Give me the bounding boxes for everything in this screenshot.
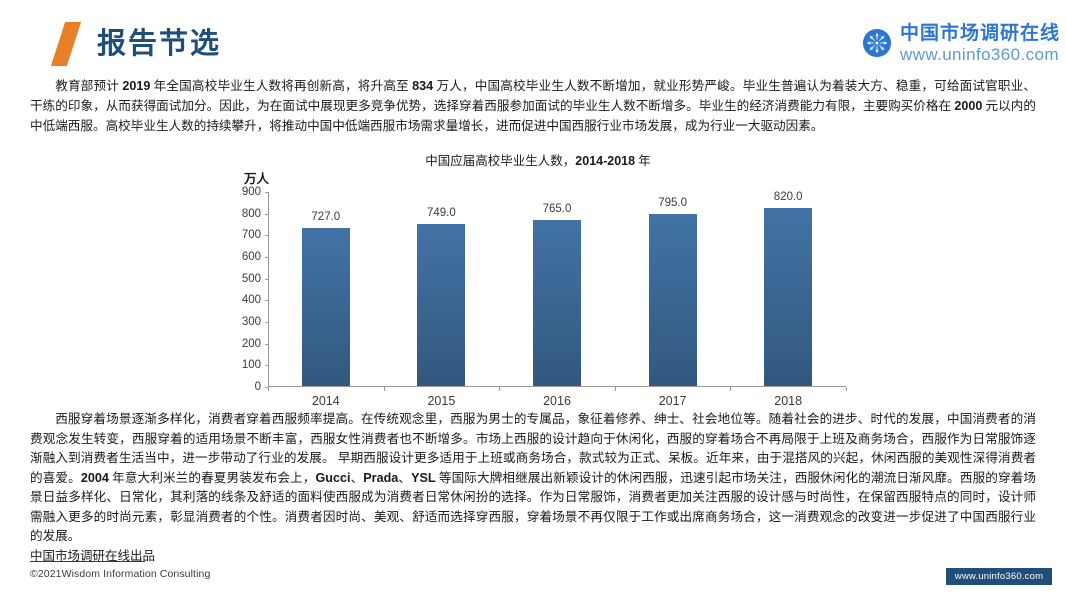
chart-x-tick: [730, 387, 731, 391]
chart-y-tick: [265, 365, 269, 367]
accent-slash-icon: [50, 22, 82, 66]
chart-y-tick-label: 300: [241, 316, 261, 328]
chart-bar: [417, 223, 466, 386]
chart-y-axis: [268, 192, 269, 387]
chart-y-tick: [265, 213, 269, 215]
chart-y-tick-label: 100: [241, 359, 261, 372]
chart-x-tick: [499, 387, 500, 391]
chart-y-tick-label: 800: [241, 207, 261, 220]
chart-y-tick-label: 200: [241, 337, 261, 350]
footer-divider: [30, 561, 145, 562]
chart-bar-value-label: 749.0: [427, 206, 456, 219]
brand-text: 中国市场调研在线 www.uninfo360.com: [900, 24, 1060, 63]
chart-bar-value-label: 820.0: [773, 191, 803, 204]
chart-x-category-label: 2018: [774, 394, 803, 408]
chart-y-tick-label: 600: [241, 251, 261, 263]
chart-y-tick-label: 400: [241, 294, 261, 307]
chart-y-tick: [265, 257, 269, 258]
analysis-paragraph: 西服穿着场景逐渐多样化，消费者穿着西服频率提高。在传统观念里，西服为男士的专属品…: [30, 412, 1037, 543]
chart-x-category-label: 2014: [311, 394, 340, 408]
footer-producer: 中国市场调研在线出品: [30, 549, 156, 563]
intro-paragraph: 教育部预计 2019 年全国高校毕业生人数将再创新高，将升高至 834 万人，中…: [30, 79, 1037, 133]
chart-x-tick: [615, 387, 616, 391]
chart-y-tick-label: 0: [254, 381, 261, 393]
chart-x-category-label: 2017: [658, 394, 687, 408]
chart-y-tick-label: 700: [241, 229, 261, 242]
chart-x-category-label: 2016: [543, 394, 571, 408]
page-header: 报告节选: [0, 0, 1066, 72]
chart-bar: [764, 208, 813, 386]
brand-url: www.uninfo360.com: [899, 44, 1059, 64]
chart-y-tick: [265, 300, 269, 302]
chart-x-tick: [268, 387, 269, 391]
chart-x-category-label: 2015: [427, 394, 456, 408]
chart-y-tick-label: 900: [241, 186, 261, 198]
compass-logo-icon: [862, 28, 892, 58]
chart-y-tick: [265, 322, 269, 323]
chart-x-axis: [268, 386, 846, 387]
chart-x-tick: [846, 387, 847, 391]
chart-y-unit-label: 万人: [244, 172, 270, 186]
chart-y-tick: [265, 192, 269, 193]
footer-copyright: ©2021Wisdom Information Consulting: [30, 568, 211, 580]
chart-y-tick: [265, 235, 269, 237]
chart-title: 中国应届高校毕业生人数，2014-2018 年: [425, 154, 651, 168]
chart-bar-value-label: 765.0: [542, 203, 572, 216]
chart-y-tick: [265, 387, 269, 388]
graduates-bar-chart: 中国应届高校毕业生人数，2014-2018 年 万人 0 100 200 300 400…: [228, 150, 848, 408]
chart-bar-value-label: 727.0: [311, 211, 341, 224]
chart-bar: [648, 213, 697, 386]
chart-y-tick-label: 500: [241, 272, 261, 285]
brand-name: 中国市场调研在线: [899, 22, 1060, 44]
chart-y-tick: [265, 278, 269, 280]
chart-plot-area: 0 100 200 300 400 500 600 700 800 900 727.0 2014 749…: [242, 186, 847, 408]
chart-y-tick: [265, 343, 269, 345]
brand-logo[interactable]: 中国市场调研在线 www.uninfo360.com: [862, 20, 1060, 66]
chart-x-tick: [384, 387, 385, 391]
chart-bar: [301, 228, 350, 386]
footer-url-badge[interactable]: www.uninfo360.com: [946, 568, 1052, 585]
chart-bar: [533, 220, 581, 386]
page-title: 报告节选: [97, 28, 222, 60]
chart-bar-value-label: 795.0: [658, 196, 687, 209]
